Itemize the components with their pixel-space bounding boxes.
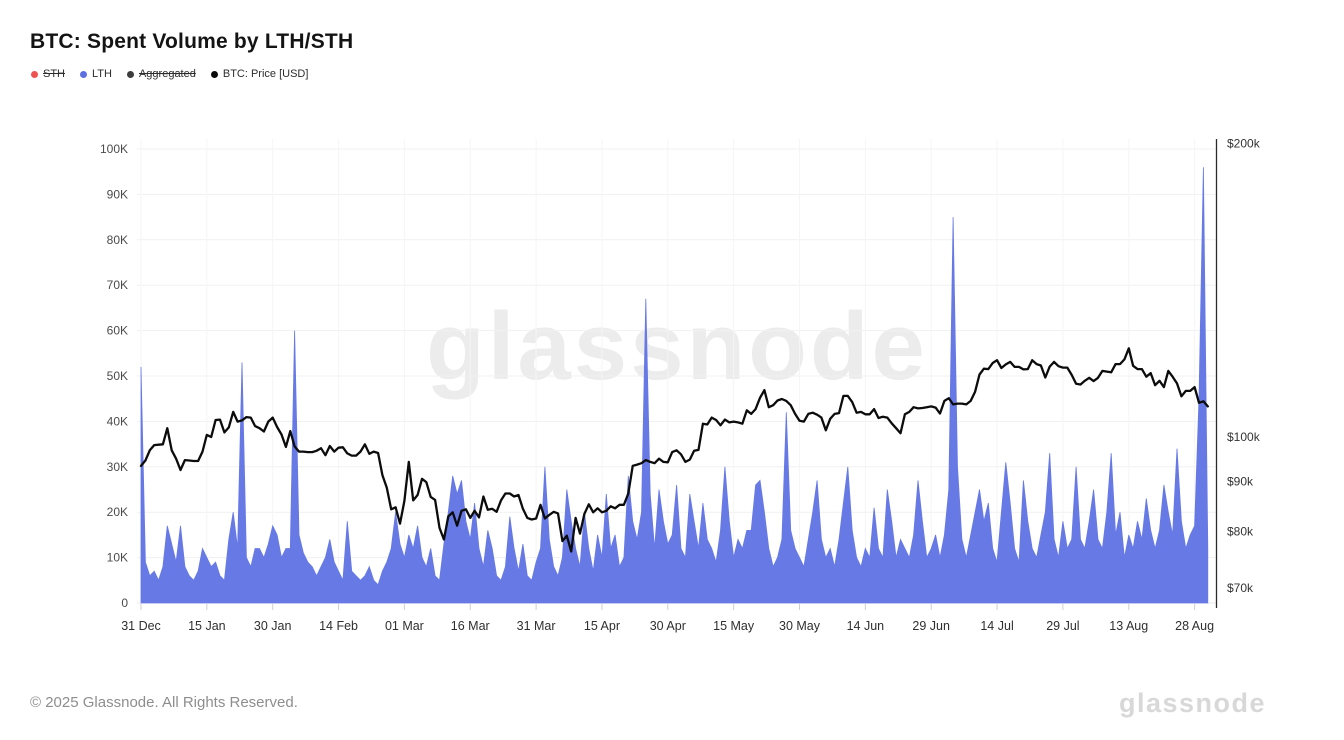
right-axis-label: $90k — [1227, 475, 1254, 489]
x-axis-label: 30 Apr — [650, 619, 686, 633]
left-axis-label: 90K — [107, 187, 128, 201]
chart-title: BTC: Spent Volume by LTH/STH — [30, 30, 354, 54]
x-axis-label: 30 May — [779, 619, 821, 633]
right-axis-label: $200k — [1227, 136, 1261, 150]
x-axis-label: 15 May — [713, 619, 755, 633]
legend-item-sth[interactable]: STH — [31, 68, 65, 80]
left-axis-label: 70K — [107, 278, 128, 292]
x-axis-label: 01 Mar — [385, 619, 424, 633]
left-axis-label: 0 — [121, 596, 128, 610]
left-axis-label: 100K — [100, 142, 128, 156]
x-axis-label: 15 Jan — [188, 619, 226, 633]
left-axis-label: 30K — [107, 460, 128, 474]
right-axis-label: $100k — [1227, 430, 1261, 444]
lth-volume-area — [140, 167, 1209, 604]
x-axis-label: 16 Mar — [451, 619, 490, 633]
x-axis-label: 31 Mar — [517, 619, 556, 633]
x-axis-label: 15 Apr — [584, 619, 620, 633]
x-axis-label: 31 Dec — [121, 619, 161, 633]
x-axis-label: 13 Aug — [1109, 619, 1148, 633]
glassnode-wordmark: glassnode — [1118, 688, 1266, 718]
x-axis-label: 14 Jul — [980, 619, 1013, 633]
glassnode-watermark: glassnode — [426, 293, 928, 400]
right-axis-label: $70k — [1227, 581, 1254, 595]
legend-dot-icon — [80, 70, 87, 78]
legend-dot-icon — [126, 70, 134, 78]
right-axis-label: $80k — [1227, 524, 1254, 538]
legend-dot-icon — [210, 70, 218, 78]
x-axis-label: 29 Jul — [1046, 619, 1079, 633]
left-axis-label: 20K — [107, 505, 128, 519]
legend-item-lth[interactable]: LTH — [80, 68, 112, 80]
x-axis-label: 14 Feb — [319, 619, 358, 633]
left-axis-label: 10K — [107, 551, 128, 565]
legend-label: Aggregated — [138, 68, 196, 80]
legend-item-aggregated[interactable]: Aggregated — [126, 68, 196, 80]
legend-label: LTH — [92, 68, 112, 80]
legend-label: BTC: Price [USD] — [222, 68, 309, 80]
legend-item-btc-price-usd[interactable]: BTC: Price [USD] — [210, 68, 309, 80]
legend-label: STH — [43, 68, 65, 80]
btc-price-line — [139, 347, 1209, 553]
left-axis-label: 40K — [107, 414, 128, 428]
legend: STH LTH Aggregated BTC: Price [USD] — [31, 68, 308, 80]
x-axis-label: 29 Jun — [912, 619, 950, 633]
left-axis-label: 60K — [107, 324, 128, 338]
left-axis-label: 80K — [107, 233, 128, 247]
x-axis-label: 28 Aug — [1175, 619, 1214, 633]
legend-dot-icon — [31, 70, 38, 78]
x-axis-label: 14 Jun — [847, 619, 885, 633]
x-axis-label: 30 Jan — [254, 619, 292, 633]
copyright: © 2025 Glassnode. All Rights Reserved. — [30, 694, 298, 711]
left-axis-label: 50K — [107, 369, 128, 383]
